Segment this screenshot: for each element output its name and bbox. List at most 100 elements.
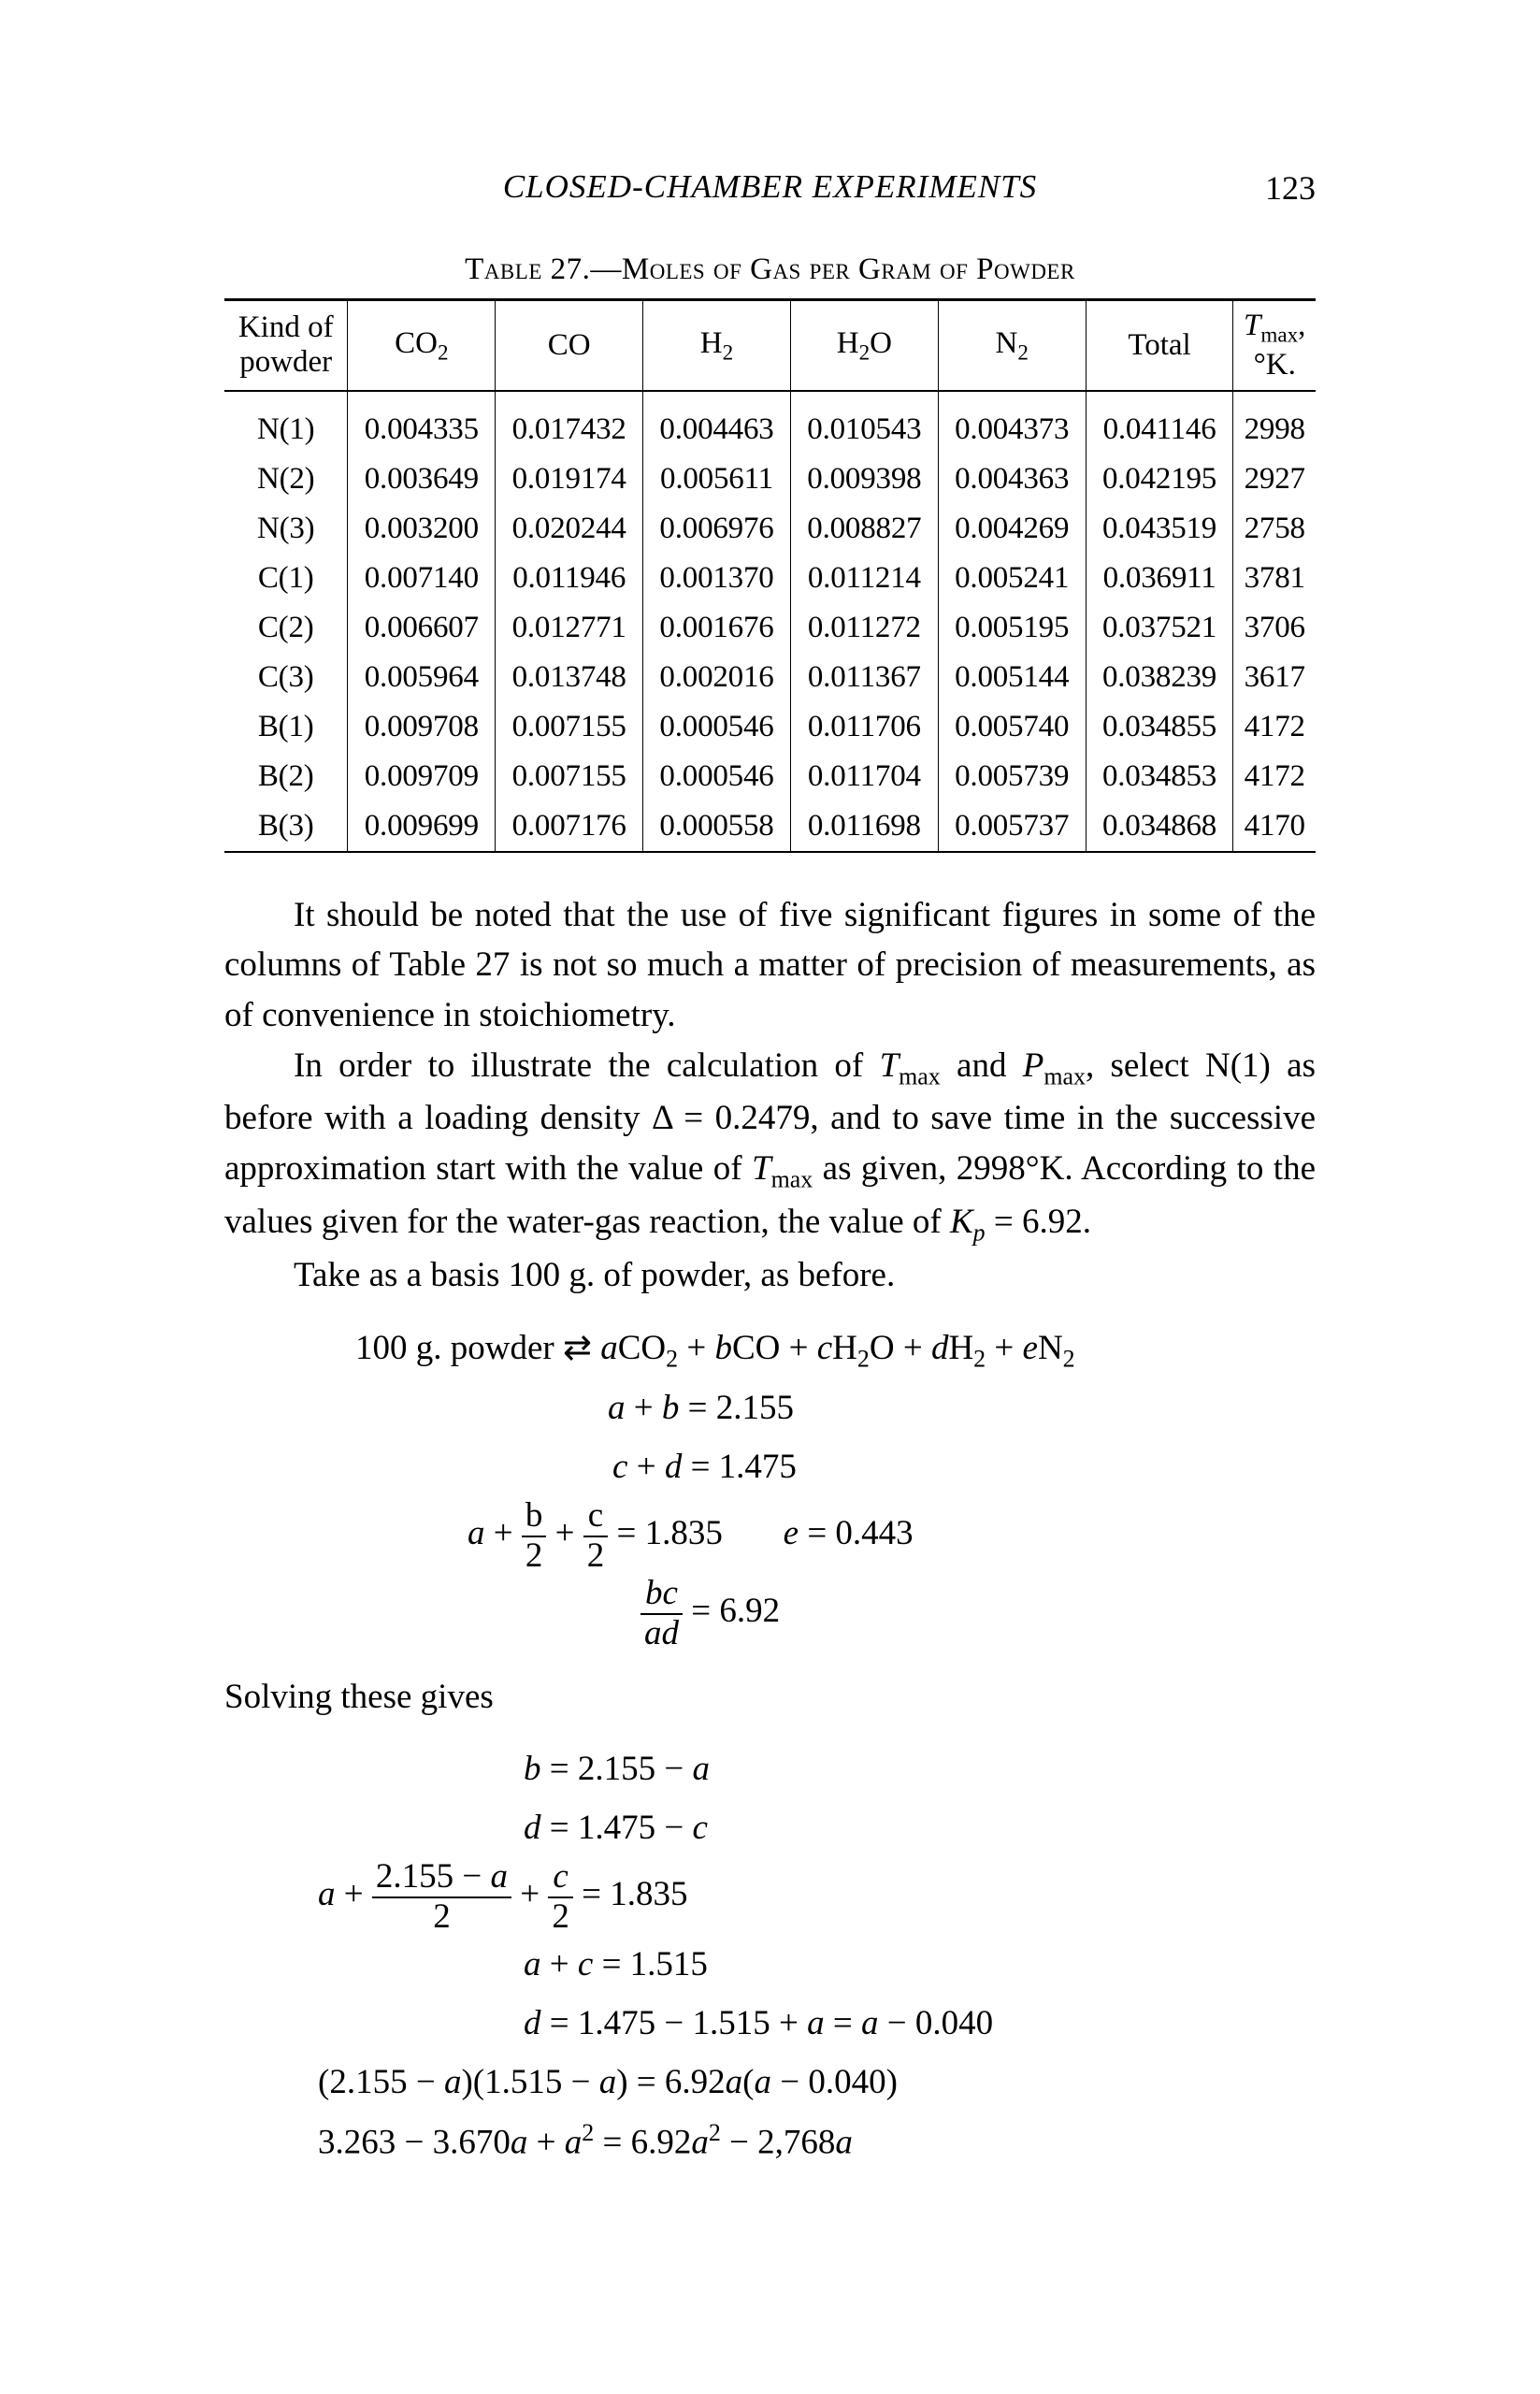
col-h2: H2	[643, 300, 791, 391]
col-n2: N2	[938, 300, 1086, 391]
table-cell: C(3)	[224, 653, 348, 702]
table-cell: 0.034868	[1086, 801, 1233, 852]
eq2-line-2: d = 1.475 − c	[318, 1799, 1316, 1858]
table-cell: 0.009709	[348, 752, 496, 801]
table-cell: 0.007176	[496, 801, 643, 852]
table-cell: 0.041146	[1086, 391, 1233, 454]
paragraph-2: In order to illustrate the calculation o…	[224, 1041, 1316, 1251]
col-kind: Kind ofpowder	[224, 300, 348, 391]
table-cell: 0.042195	[1086, 454, 1233, 504]
equation-block-1: 100 g. powder ⇄ aCO2 + bCO + cH2O + dH2 …	[355, 1320, 1316, 1653]
eq2-line-4: a + c = 1.515	[318, 1936, 1316, 1995]
table-cell: 0.004269	[938, 504, 1086, 554]
eq-line-3: c + d = 1.475	[355, 1438, 1316, 1497]
table-cell: 0.005611	[643, 454, 791, 504]
paragraph-1: It should be noted that the use of five …	[224, 890, 1316, 1041]
table-cell: C(1)	[224, 554, 348, 603]
table-cell: 0.017432	[496, 391, 643, 454]
table-cell: 0.011214	[790, 554, 938, 603]
table-cell: 0.011946	[496, 554, 643, 603]
table-cell: 0.004363	[938, 454, 1086, 504]
eq2-line-5: d = 1.475 − 1.515 + a = a − 0.040	[318, 1995, 1316, 2054]
table-cell: N(1)	[224, 391, 348, 454]
table-cell: C(2)	[224, 603, 348, 653]
table-cell: 0.005739	[938, 752, 1086, 801]
table-row: B(3)0.0096990.0071760.0005580.0116980.00…	[224, 801, 1316, 852]
table-cell: 0.005737	[938, 801, 1086, 852]
table-cell: 3706	[1233, 603, 1316, 653]
table-cell: 0.009699	[348, 801, 496, 852]
table-header-row: Kind ofpowder CO2 CO H2 H2O N2 Total Tma…	[224, 300, 1316, 391]
table-cell: 4170	[1233, 801, 1316, 852]
solving-label: Solving these gives	[224, 1672, 1316, 1723]
col-co2: CO2	[348, 300, 496, 391]
table-row: B(2)0.0097090.0071550.0005460.0117040.00…	[224, 752, 1316, 801]
table-cell: 0.006607	[348, 603, 496, 653]
col-tmax: Tmax,°K.	[1233, 300, 1316, 391]
table-cell: 0.011706	[790, 702, 938, 752]
table-row: B(1)0.0097080.0071550.0005460.0117060.00…	[224, 702, 1316, 752]
eq2-line-1: b = 2.155 − a	[318, 1740, 1316, 1799]
table-cell: 0.005144	[938, 653, 1086, 702]
table-cell: 3617	[1233, 653, 1316, 702]
eq2-line-6: (2.155 − a)(1.515 − a) = 6.92a(a − 0.040…	[318, 2054, 1316, 2113]
table-cell: 0.001370	[643, 554, 791, 603]
table-cell: 0.003649	[348, 454, 496, 504]
table-cell: 0.011704	[790, 752, 938, 801]
table-cell: 0.005195	[938, 603, 1086, 653]
table-cell: 0.005241	[938, 554, 1086, 603]
table-cell: 2998	[1233, 391, 1316, 454]
paragraph-3: Take as a basis 100 g. of powder, as bef…	[224, 1250, 1316, 1301]
table-caption: Table 27.—Moles of Gas per Gram of Powde…	[224, 252, 1316, 287]
col-h2o: H2O	[790, 300, 938, 391]
col-co: CO	[496, 300, 643, 391]
table-cell: 0.007155	[496, 702, 643, 752]
running-title: CLOSED-CHAMBER EXPERIMENTS	[224, 168, 1316, 206]
table-cell: 0.019174	[496, 454, 643, 504]
table-cell: 0.011272	[790, 603, 938, 653]
table-cell: 4172	[1233, 702, 1316, 752]
table-cell: 0.004373	[938, 391, 1086, 454]
table-cell: N(3)	[224, 504, 348, 554]
col-total: Total	[1086, 300, 1233, 391]
eq-line-4: a + b2 + c2 = 1.835 e = 0.443	[355, 1497, 1316, 1575]
table-cell: 0.002016	[643, 653, 791, 702]
eq-line-1: 100 g. powder ⇄ aCO2 + bCO + cH2O + dH2 …	[355, 1320, 1316, 1379]
eq2-line-3: a + 2.155 − a2 + c2 = 1.835	[318, 1858, 1316, 1936]
table-cell: 0.034853	[1086, 752, 1233, 801]
table-cell: 0.005740	[938, 702, 1086, 752]
table-cell: 0.006976	[643, 504, 791, 554]
table-cell: 0.038239	[1086, 653, 1233, 702]
table-cell: 0.012771	[496, 603, 643, 653]
table-cell: 0.004335	[348, 391, 496, 454]
table-cell: 0.005964	[348, 653, 496, 702]
table-cell: B(2)	[224, 752, 348, 801]
table-row: C(3)0.0059640.0137480.0020160.0113670.00…	[224, 653, 1316, 702]
eq2-line-7: 3.263 − 3.670a + a2 = 6.92a2 − 2,768a	[318, 2113, 1316, 2172]
table-cell: 3781	[1233, 554, 1316, 603]
table-cell: 0.020244	[496, 504, 643, 554]
page-number: 123	[1265, 168, 1316, 208]
table-cell: 0.007140	[348, 554, 496, 603]
equation-block-2: b = 2.155 − a d = 1.475 − c a + 2.155 − …	[318, 1740, 1316, 2172]
table-cell: 0.004463	[643, 391, 791, 454]
moles-table: Kind ofpowder CO2 CO H2 H2O N2 Total Tma…	[224, 298, 1316, 853]
table-row: C(2)0.0066070.0127710.0016760.0112720.00…	[224, 603, 1316, 653]
table-row: N(3)0.0032000.0202440.0069760.0088270.00…	[224, 504, 1316, 554]
table-cell: 0.037521	[1086, 603, 1233, 653]
table-cell: B(1)	[224, 702, 348, 752]
table-cell: 0.000546	[643, 702, 791, 752]
table-cell: 0.001676	[643, 603, 791, 653]
table-cell: 0.010543	[790, 391, 938, 454]
running-head: CLOSED-CHAMBER EXPERIMENTS 123	[224, 168, 1316, 206]
table-cell: 0.036911	[1086, 554, 1233, 603]
table-cell: 0.000558	[643, 801, 791, 852]
table-row: N(1)0.0043350.0174320.0044630.0105430.00…	[224, 391, 1316, 454]
table-cell: 0.013748	[496, 653, 643, 702]
table-cell: 0.034855	[1086, 702, 1233, 752]
table-cell: B(3)	[224, 801, 348, 852]
body-text: It should be noted that the use of five …	[224, 890, 1316, 1301]
table-cell: 0.003200	[348, 504, 496, 554]
table-cell: 0.043519	[1086, 504, 1233, 554]
table-row: N(2)0.0036490.0191740.0056110.0093980.00…	[224, 454, 1316, 504]
